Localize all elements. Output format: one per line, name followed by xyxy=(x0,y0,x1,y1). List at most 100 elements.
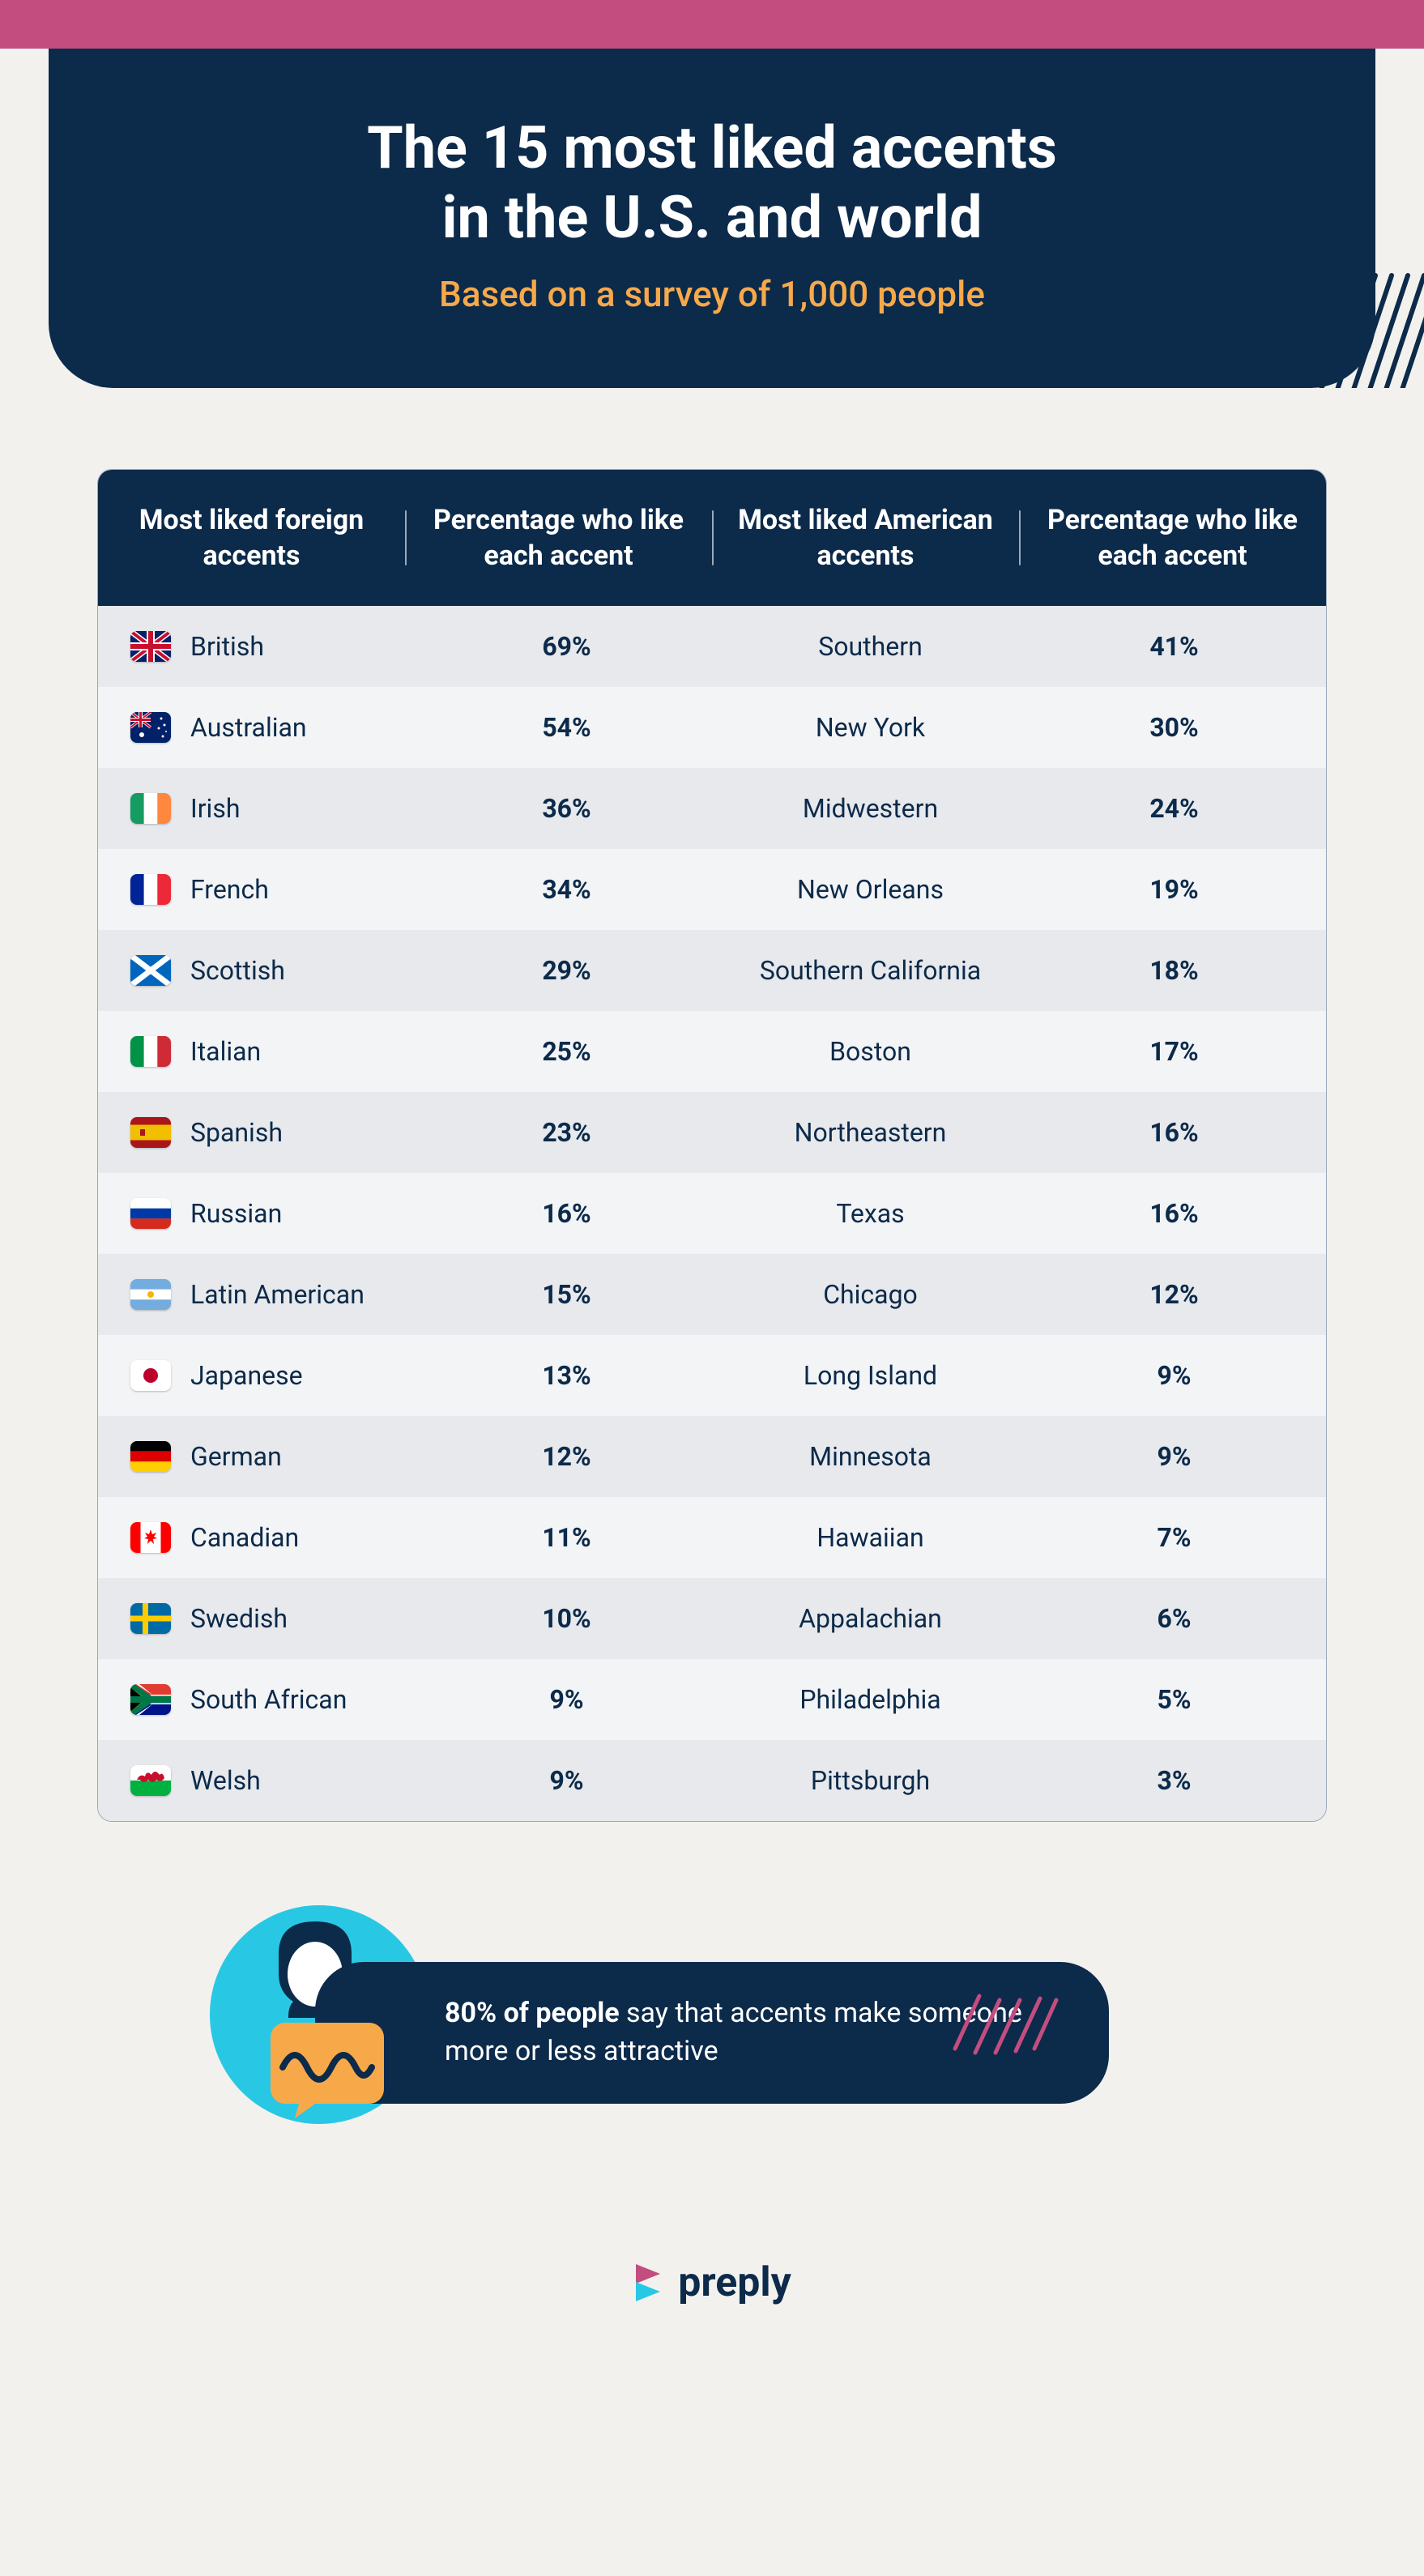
american-accent-name: Northeastern xyxy=(718,1092,1022,1173)
table-row: French 34%New Orleans19% xyxy=(98,849,1326,930)
foreign-accent-pct: 16% xyxy=(415,1173,718,1254)
table-row: Swedish 10%Appalachian6% xyxy=(98,1578,1326,1659)
callout-bubble: 80% of people say that accents make some… xyxy=(315,1962,1109,2104)
foreign-accent-pct: 9% xyxy=(415,1740,718,1821)
foreign-accent-name: South African xyxy=(190,1684,347,1715)
foreign-accent-cell: Scottish xyxy=(98,930,415,1011)
american-accent-pct: 19% xyxy=(1022,849,1326,930)
american-accent-name: Appalachian xyxy=(718,1578,1022,1659)
american-accent-pct: 6% xyxy=(1022,1578,1326,1659)
brand-logo: preply xyxy=(633,2259,791,2306)
accents-table: Most liked foreign accents Percentage wh… xyxy=(97,469,1327,1822)
foreign-accent-cell: Australian xyxy=(98,687,415,768)
col-american-pct: Percentage who like each accent xyxy=(1019,470,1326,606)
foreign-accent-pct: 13% xyxy=(415,1335,718,1416)
foreign-accent-cell: British xyxy=(98,606,415,687)
american-accent-name: Southern California xyxy=(718,930,1022,1011)
flag-icon xyxy=(130,1360,171,1391)
page-title: The 15 most liked accents in the U.S. an… xyxy=(81,113,1343,254)
american-accent-name: Texas xyxy=(718,1173,1022,1254)
table-row: Russian 16%Texas16% xyxy=(98,1173,1326,1254)
foreign-accent-name: Italian xyxy=(190,1036,261,1067)
callout-text-box: 80% of people say that accents make some… xyxy=(315,1962,1109,2104)
title-line-1: The 15 most liked accents xyxy=(367,113,1057,182)
foreign-accent-pct: 25% xyxy=(415,1011,718,1092)
table-row: South African9%Philadelphia5% xyxy=(98,1659,1326,1740)
header-section: The 15 most liked accents in the U.S. an… xyxy=(0,49,1424,388)
american-accent-pct: 9% xyxy=(1022,1335,1326,1416)
flag-icon xyxy=(130,1603,171,1634)
title-line-2: in the U.S. and world xyxy=(441,183,982,252)
foreign-accent-name: Canadian xyxy=(190,1522,299,1553)
foreign-accent-cell: South African xyxy=(98,1659,415,1740)
flag-icon xyxy=(130,631,171,662)
col-foreign-accent: Most liked foreign accents xyxy=(98,470,405,606)
american-accent-pct: 17% xyxy=(1022,1011,1326,1092)
foreign-accent-name: German xyxy=(190,1441,282,1472)
american-accent-pct: 16% xyxy=(1022,1173,1326,1254)
american-accent-name: Philadelphia xyxy=(718,1659,1022,1740)
table-row: Latin American15%Chicago12% xyxy=(98,1254,1326,1335)
brand-logo-icon xyxy=(633,2263,665,2303)
foreign-accent-cell: Canadian xyxy=(98,1497,415,1578)
american-accent-pct: 41% xyxy=(1022,606,1326,687)
american-accent-pct: 3% xyxy=(1022,1740,1326,1821)
foreign-accent-pct: 15% xyxy=(415,1254,718,1335)
american-accent-name: Pittsburgh xyxy=(718,1740,1022,1821)
brand-name: preply xyxy=(678,2259,791,2306)
flag-icon xyxy=(130,874,171,905)
flag-icon xyxy=(130,1198,171,1229)
foreign-accent-pct: 54% xyxy=(415,687,718,768)
foreign-accent-name: Scottish xyxy=(190,955,285,986)
foreign-accent-cell: Spanish xyxy=(98,1092,415,1173)
flag-icon xyxy=(130,1522,171,1553)
flag-icon xyxy=(130,1441,171,1472)
american-accent-pct: 7% xyxy=(1022,1497,1326,1578)
foreign-accent-name: Swedish xyxy=(190,1603,288,1634)
american-accent-name: Minnesota xyxy=(718,1416,1022,1497)
footer: preply xyxy=(0,2146,1424,2403)
flag-icon xyxy=(130,1117,171,1148)
foreign-accent-name: Russian xyxy=(190,1198,282,1229)
foreign-accent-pct: 10% xyxy=(415,1578,718,1659)
flag-icon xyxy=(130,1765,171,1796)
table-body: British69%Southern41%Australian54%New Yo… xyxy=(98,606,1326,1821)
foreign-accent-cell: Italian xyxy=(98,1011,415,1092)
american-accent-name: New York xyxy=(718,687,1022,768)
foreign-accent-cell: Russian xyxy=(98,1173,415,1254)
table-row: Spanish23%Northeastern16% xyxy=(98,1092,1326,1173)
flag-icon xyxy=(130,712,171,743)
foreign-accent-pct: 36% xyxy=(415,768,718,849)
col-foreign-pct: Percentage who like each accent xyxy=(405,470,712,606)
foreign-accent-pct: 12% xyxy=(415,1416,718,1497)
flag-icon xyxy=(130,955,171,986)
scratch-decoration xyxy=(947,1988,1060,2061)
american-accent-pct: 18% xyxy=(1022,930,1326,1011)
american-accent-name: Southern xyxy=(718,606,1022,687)
american-accent-name: New Orleans xyxy=(718,849,1022,930)
foreign-accent-pct: 34% xyxy=(415,849,718,930)
foreign-accent-name: Welsh xyxy=(190,1765,261,1796)
speech-wave-icon xyxy=(271,2023,392,2120)
american-accent-name: Chicago xyxy=(718,1254,1022,1335)
american-accent-name: Hawaiian xyxy=(718,1497,1022,1578)
foreign-accent-cell: German xyxy=(98,1416,415,1497)
foreign-accent-cell: Latin American xyxy=(98,1254,415,1335)
foreign-accent-pct: 23% xyxy=(415,1092,718,1173)
flag-icon xyxy=(130,1036,171,1067)
header-lines-decoration xyxy=(1294,267,1424,388)
foreign-accent-name: French xyxy=(190,874,269,905)
american-accent-name: Long Island xyxy=(718,1335,1022,1416)
table-row: Welsh 9%Pittsburgh3% xyxy=(98,1740,1326,1821)
flag-icon xyxy=(130,793,171,824)
american-accent-pct: 16% xyxy=(1022,1092,1326,1173)
foreign-accent-pct: 9% xyxy=(415,1659,718,1740)
table-row: Italian 25%Boston17% xyxy=(98,1011,1326,1092)
foreign-accent-name: Irish xyxy=(190,793,240,824)
flag-icon xyxy=(130,1279,171,1310)
table-row: Canadian11%Hawaiian7% xyxy=(98,1497,1326,1578)
table-row: British69%Southern41% xyxy=(98,606,1326,687)
table-header: Most liked foreign accents Percentage wh… xyxy=(98,470,1326,606)
foreign-accent-cell: Japanese xyxy=(98,1335,415,1416)
american-accent-name: Boston xyxy=(718,1011,1022,1092)
